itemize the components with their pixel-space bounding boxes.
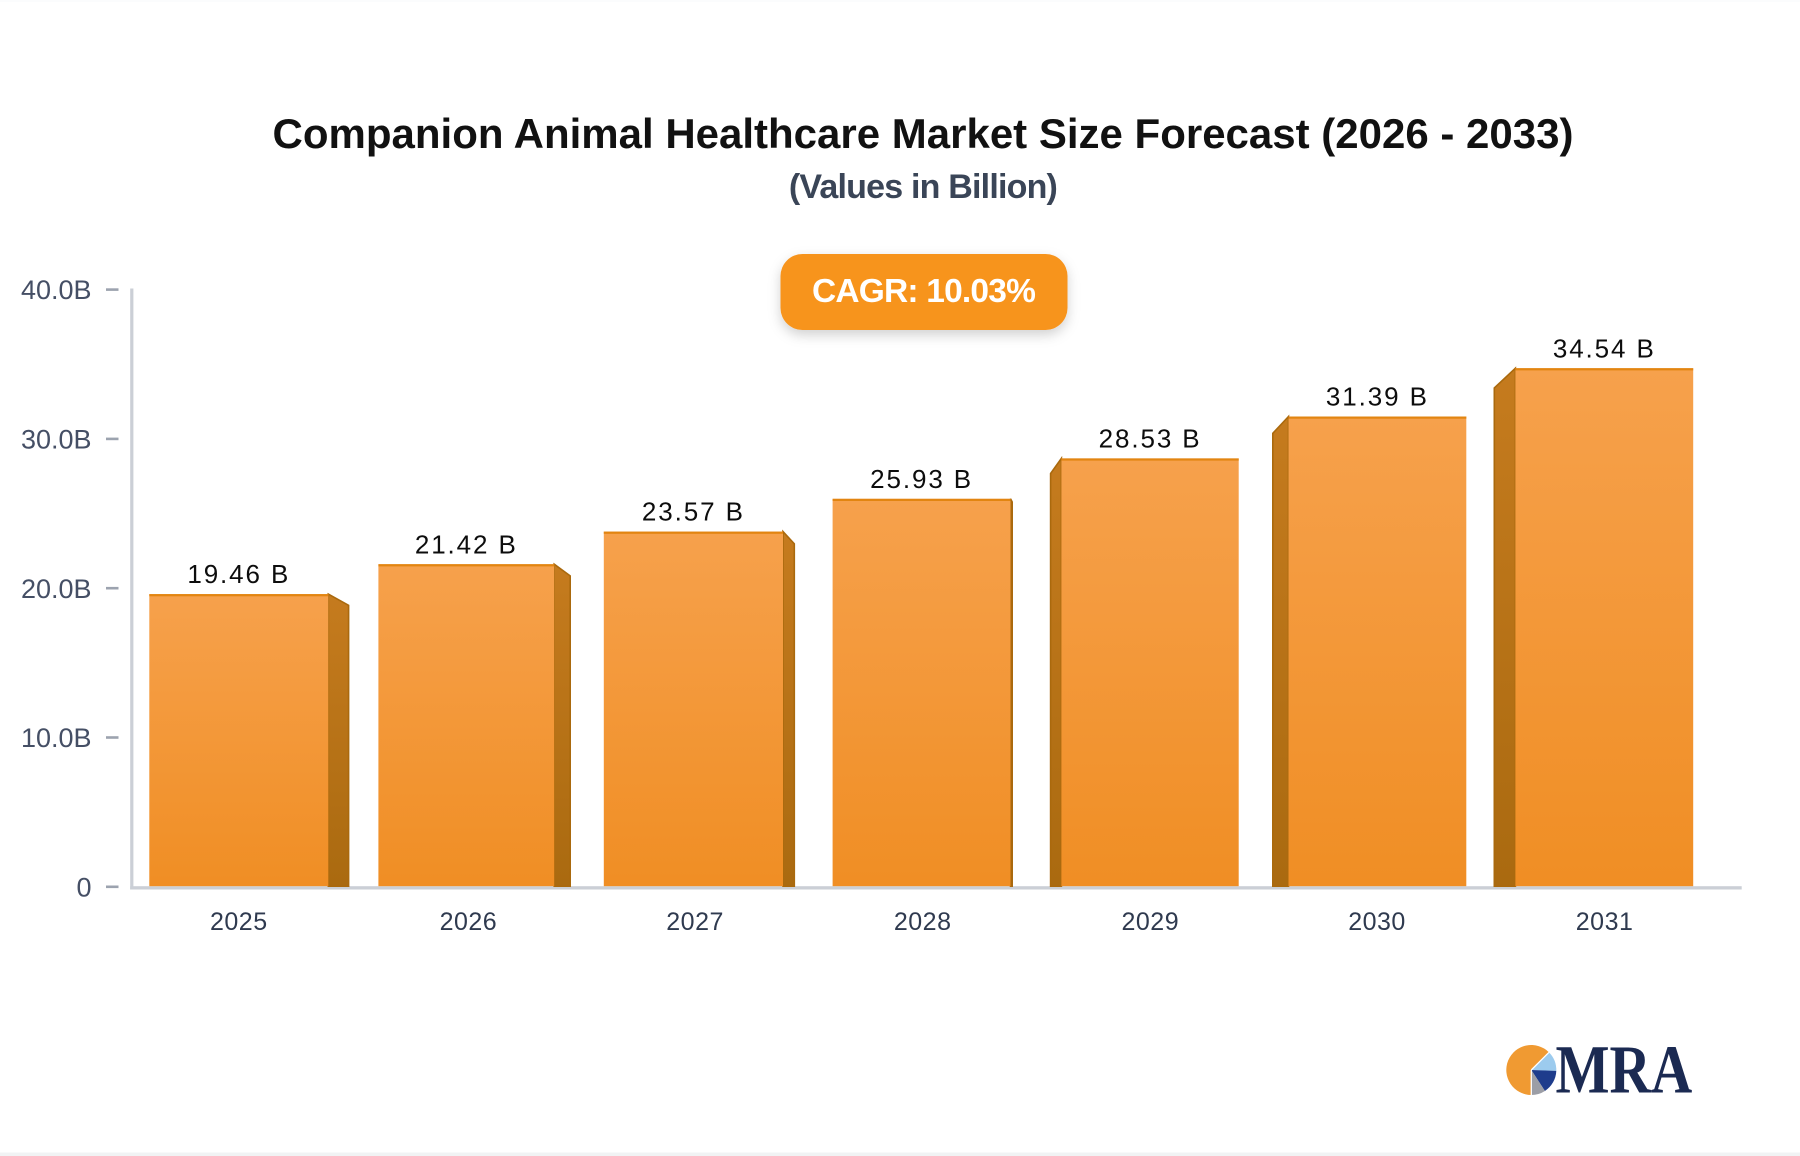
svg-text:2029: 2029 — [1121, 908, 1179, 936]
svg-text:10.0B: 10.0B — [21, 723, 92, 753]
svg-text:20.0B: 20.0B — [21, 574, 92, 604]
svg-text:2026: 2026 — [440, 908, 498, 936]
svg-text:MRA: MRA — [1556, 1032, 1693, 1108]
svg-text:31.39 B: 31.39 B — [1326, 382, 1429, 412]
svg-text:19.46 B: 19.46 B — [187, 559, 290, 589]
svg-text:2031: 2031 — [1576, 908, 1634, 936]
svg-text:28.53 B: 28.53 B — [1099, 424, 1202, 454]
svg-text:2027: 2027 — [666, 908, 724, 936]
svg-text:34.54 B: 34.54 B — [1553, 333, 1656, 363]
svg-text:CAGR: 10.03%: CAGR: 10.03% — [812, 273, 1035, 310]
svg-text:2030: 2030 — [1348, 908, 1406, 936]
svg-text:30.0B: 30.0B — [21, 425, 92, 455]
svg-text:40.0B: 40.0B — [21, 275, 92, 305]
svg-text:0: 0 — [76, 872, 91, 902]
svg-text:(Values in Billion): (Values in Billion) — [789, 168, 1057, 206]
svg-text:Companion Animal Healthcare Ma: Companion Animal Healthcare Market Size … — [273, 110, 1574, 157]
svg-text:2025: 2025 — [210, 908, 268, 936]
svg-text:21.42 B: 21.42 B — [415, 529, 518, 559]
svg-text:25.93 B: 25.93 B — [870, 464, 973, 494]
svg-text:2028: 2028 — [894, 908, 952, 936]
svg-text:23.57 B: 23.57 B — [642, 497, 745, 527]
